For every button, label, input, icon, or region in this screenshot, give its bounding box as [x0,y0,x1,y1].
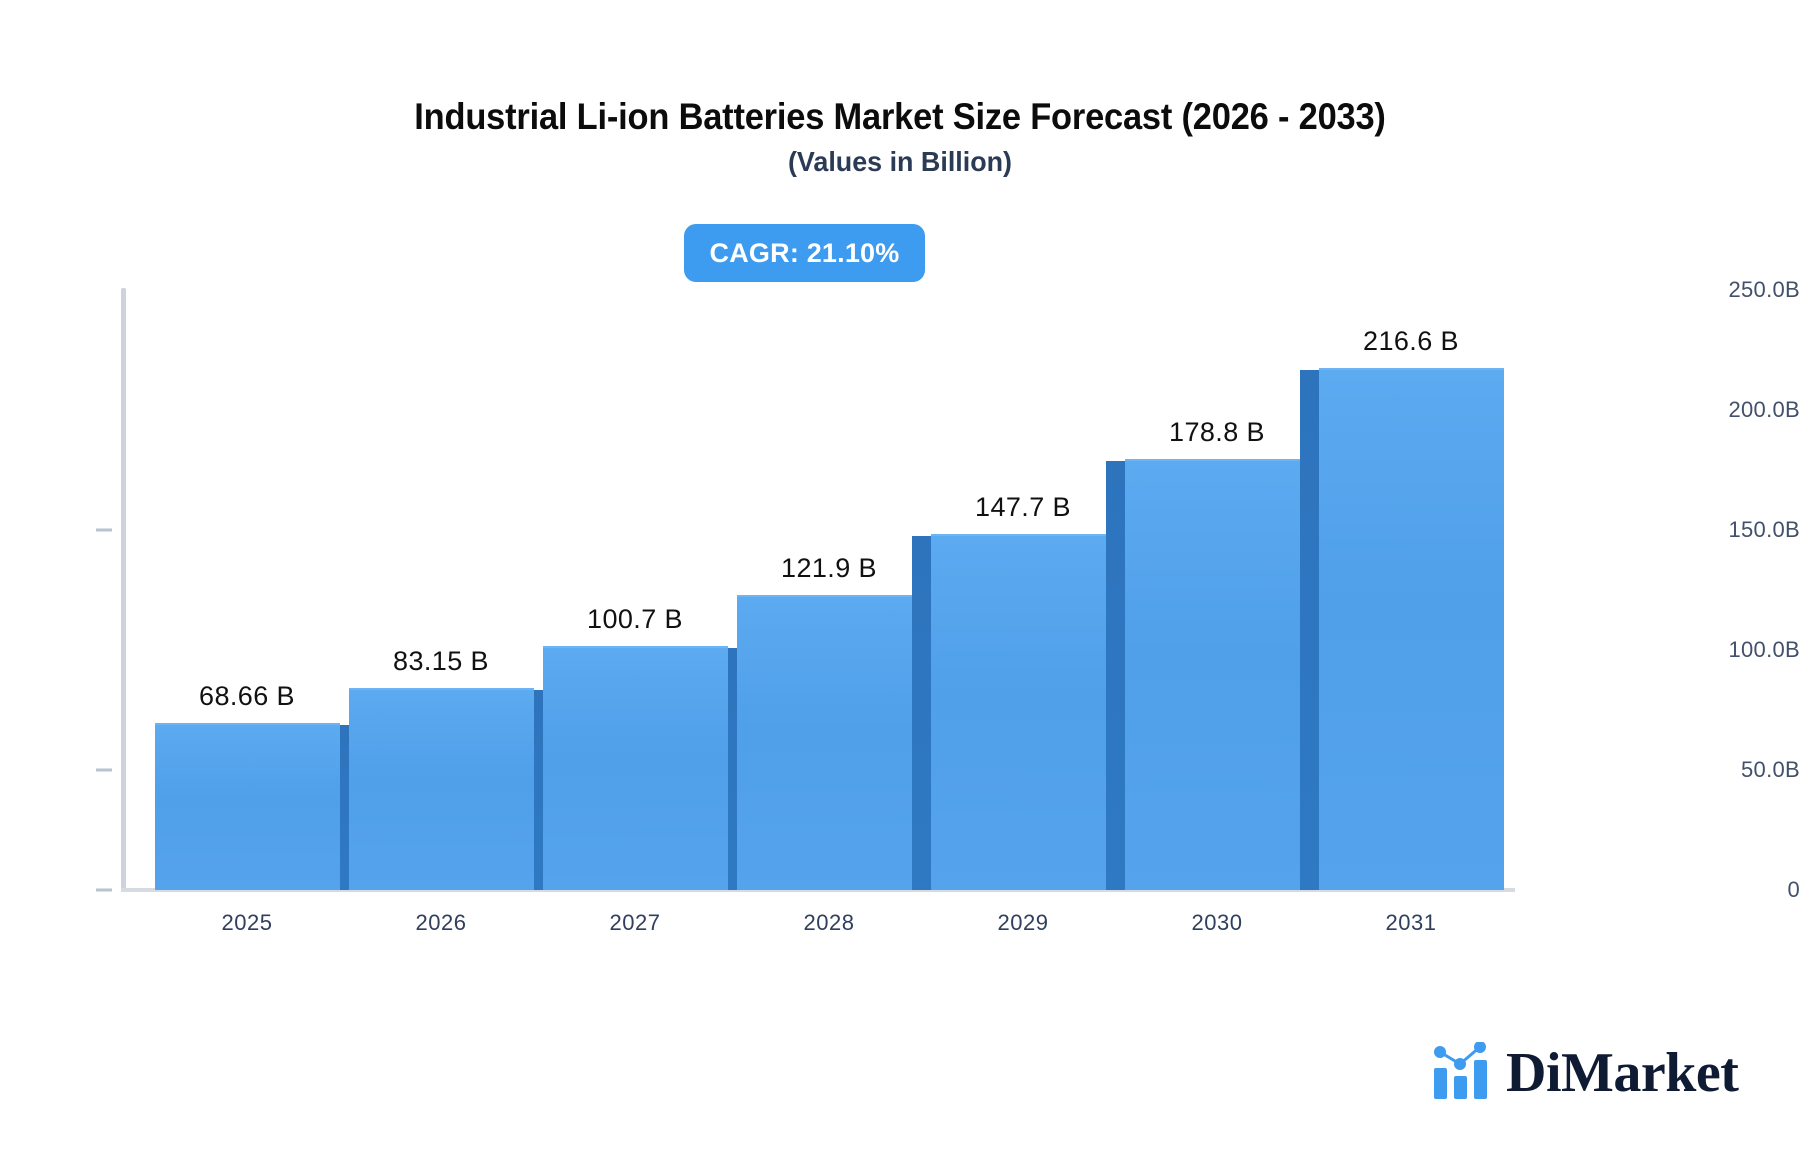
bar[interactable]: 147.7 B [911,492,1116,890]
cagr-badge-label: CAGR: 21.10% [709,237,900,268]
bar-front-face [542,646,728,890]
dimarket-logo: DiMarket [1432,1041,1739,1105]
bar-front-face [736,595,922,890]
x-axis-tick-label: 2029 [997,910,1049,935]
y-axis-tick-label: 0 [1787,877,1800,902]
x-axis-line [121,888,1515,892]
x-axis-tick-label: 2025 [221,910,273,935]
y-axis-line [121,288,126,892]
bar-value-label: 147.7 B [975,491,1071,522]
chart-title: Industrial Li-ion Batteries Market Size … [414,96,1386,137]
bar[interactable]: 100.7 B [542,604,747,890]
bar[interactable]: 216.6 B [1299,326,1504,890]
bar[interactable]: 68.66 B [154,681,359,890]
bar-front-face [1124,458,1310,890]
bar[interactable]: 83.15 B [348,646,553,890]
x-axis-tick-label: 2031 [1385,910,1437,935]
cagr-badge: CAGR: 21.10% [684,224,925,282]
chart-subtitle: (Values in Billion) [787,146,1013,177]
bar-value-label: 178.8 B [1169,416,1265,447]
y-axis-tick-mark [96,768,112,772]
bar-value-label: 121.9 B [781,553,877,584]
bar-front-face [348,688,534,890]
bar-3d-side [1299,370,1319,890]
bar-3d-side [1105,460,1125,890]
y-axis-tick-label: 50.0B [1741,757,1800,782]
x-axis-tick-label: 2026 [415,910,467,935]
y-axis-tick-mark [96,528,112,532]
bar-value-label: 216.6 B [1363,326,1459,357]
x-axis-tick-label: 2030 [1191,910,1243,935]
brand-name: DiMarket [1506,1042,1739,1105]
bar-3d-cap [1299,370,1319,390]
bar-3d-cap [911,535,931,555]
bar[interactable]: 121.9 B [736,553,941,890]
bar-value-label: 68.66 B [199,681,295,712]
bar-front-face [930,533,1116,890]
bar-3d-cap [1105,460,1125,480]
bar-chart-logo-icon [1432,1041,1494,1100]
bar-front-face [154,723,340,890]
y-axis-tick-mark [96,888,112,892]
bar-value-label: 100.7 B [587,604,683,635]
bar-front-face [1318,368,1504,890]
x-axis-tick-label: 2028 [803,910,855,935]
bar-3d-side [911,535,931,890]
y-axis-tick-label: 100.0B [1728,637,1800,662]
bar[interactable]: 178.8 B [1105,417,1310,890]
y-axis-tick-label: 250.0B [1728,277,1800,302]
x-axis-tick-label: 2027 [609,910,661,935]
y-axis-tick-label: 150.0B [1728,517,1800,542]
y-axis-tick-label: 200.0B [1728,397,1800,422]
bar-value-label: 83.15 B [393,646,489,677]
